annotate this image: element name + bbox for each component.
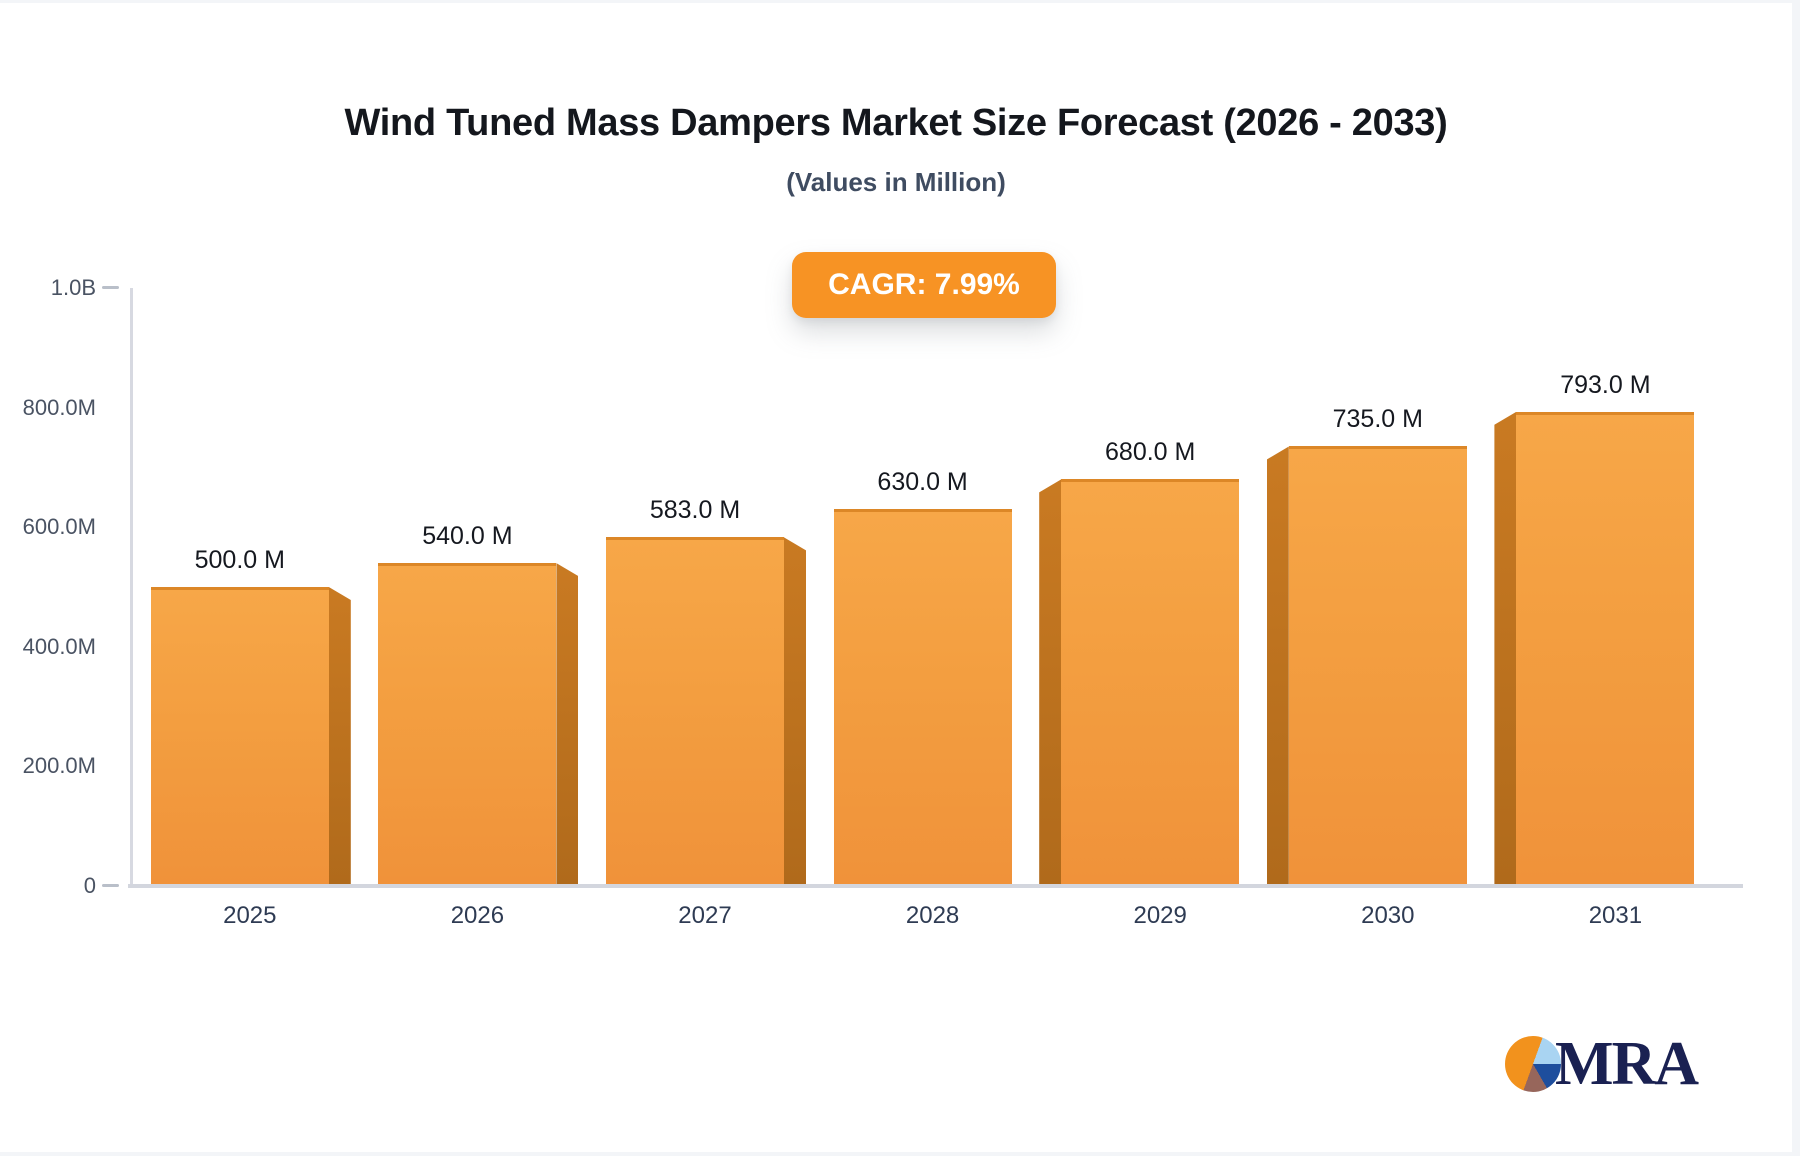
x-axis-label: 2025 bbox=[223, 902, 277, 929]
x-axis-label: 2026 bbox=[450, 902, 505, 929]
cagr-badge: CAGR: 7.99% bbox=[792, 251, 1056, 318]
bar-value-label: 793.0 M bbox=[1560, 370, 1651, 399]
bar-value-label: 735.0 M bbox=[1332, 405, 1423, 434]
mra-logo: MRA bbox=[1505, 1030, 1699, 1098]
bar-value-label: 540.0 M bbox=[422, 522, 513, 551]
bar-side-face bbox=[784, 537, 806, 886]
bar-side-face bbox=[1494, 411, 1517, 886]
bar-side-face bbox=[556, 563, 579, 886]
x-axis-label: 2031 bbox=[1588, 902, 1643, 929]
bar-value-label: 583.0 M bbox=[649, 496, 741, 525]
bar-2025[interactable] bbox=[150, 587, 329, 886]
bar-2029[interactable] bbox=[1061, 479, 1240, 886]
x-axis-label: 2029 bbox=[1133, 902, 1187, 929]
y-axis-label: 400.0M bbox=[22, 633, 96, 659]
y-axis-label: 1.0B bbox=[50, 275, 96, 300]
bar-side-face bbox=[1266, 446, 1289, 886]
bar-side-face bbox=[328, 587, 351, 886]
x-axis-label: 2027 bbox=[678, 902, 732, 929]
x-axis-label: 2028 bbox=[905, 902, 960, 929]
y-axis-tick bbox=[102, 286, 119, 289]
y-axis-tick bbox=[102, 884, 119, 887]
x-axis-line bbox=[128, 884, 1743, 888]
bar-2028[interactable] bbox=[833, 509, 1012, 886]
x-axis-label: 2030 bbox=[1361, 902, 1415, 929]
pie-chart-icon bbox=[1505, 1036, 1561, 1092]
y-axis-label: 0 bbox=[83, 873, 96, 898]
bar-2027[interactable] bbox=[606, 537, 784, 886]
chart-card: Wind Tuned Mass Dampers Market Size Fore… bbox=[0, 3, 1792, 1152]
bar-side-face bbox=[1039, 479, 1062, 886]
bar-value-label: 630.0 M bbox=[877, 468, 968, 497]
chart-subtitle: (Values in Million) bbox=[786, 166, 1006, 197]
y-axis-label: 600.0M bbox=[22, 514, 96, 540]
bar-2030[interactable] bbox=[1288, 446, 1467, 886]
bar-2026[interactable] bbox=[378, 563, 557, 886]
y-axis-line bbox=[130, 288, 133, 888]
y-axis-label: 800.0M bbox=[22, 394, 96, 420]
bar-value-label: 500.0 M bbox=[194, 546, 285, 574]
chart-title: Wind Tuned Mass Dampers Market Size Fore… bbox=[344, 102, 1448, 144]
mra-logo-text: MRA bbox=[1555, 1030, 1699, 1098]
bar-value-label: 680.0 M bbox=[1105, 438, 1196, 467]
bar-2031[interactable] bbox=[1516, 411, 1695, 886]
y-axis-label: 200.0M bbox=[22, 753, 96, 779]
